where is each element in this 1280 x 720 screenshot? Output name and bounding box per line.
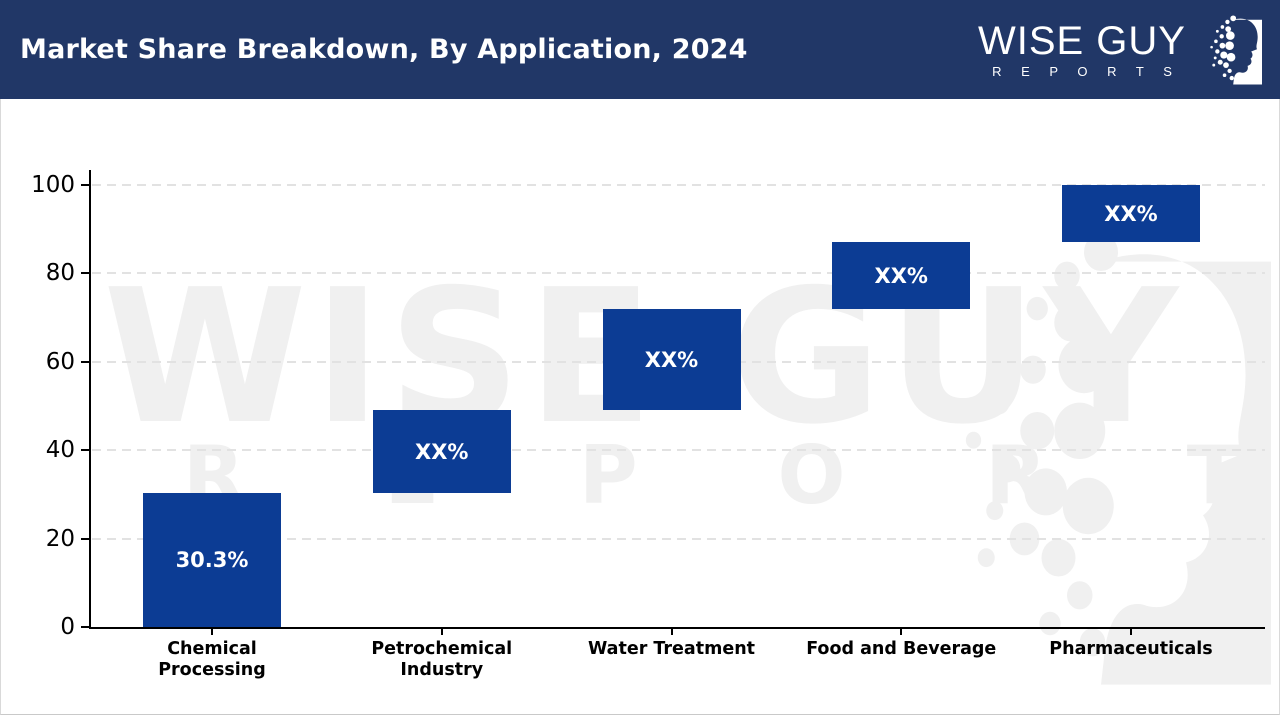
y-tick-label: 0 [60, 614, 75, 640]
x-axis-tick [211, 627, 213, 635]
bar: XX% [372, 410, 511, 494]
bar-value-label: XX% [874, 263, 928, 288]
y-axis-tick [81, 360, 89, 363]
logo-subtext: R E P O R T S [992, 63, 1180, 79]
bar-value-label: 30.3% [175, 548, 249, 573]
bar-value-label: XX% [1104, 201, 1158, 226]
bar: XX% [832, 242, 971, 309]
y-tick-label: 80 [45, 260, 75, 287]
x-axis-tick [1130, 627, 1132, 635]
y-tick-label: 100 [31, 172, 75, 198]
bar: XX% [1062, 185, 1200, 243]
page-title: Market Share Breakdown, By Application, … [20, 34, 748, 65]
y-gridline [92, 272, 1265, 275]
y-tick-label: 20 [45, 525, 75, 552]
logo-wordmark: WISE GUY [977, 18, 1186, 63]
x-tick-label: Pharmaceuticals [1049, 639, 1213, 659]
y-gridline [92, 449, 1265, 452]
watermark-head-icon [965, 233, 1271, 685]
bar: XX% [602, 308, 741, 411]
wiseguy-logo: WISE GUY R E P O R T S [978, 9, 1262, 91]
y-tick-label: 40 [45, 437, 75, 464]
y-axis-tick [81, 626, 89, 628]
x-axis-tick [440, 627, 443, 635]
x-tick-label: Water Treatment [587, 639, 756, 659]
plot-region: 0 20 40 60 80 100 Chemical Processing Petrochem… [1, 99, 1279, 714]
y-axis-tick [81, 184, 89, 186]
y-axis-tick [81, 272, 89, 275]
chart-area: WISE GUY R E P O R T S 020406080100Chemi… [0, 99, 1280, 715]
x-axis [89, 627, 1265, 629]
y-axis [89, 170, 91, 629]
y-gridline [92, 184, 1265, 186]
bar-value-label: XX% [415, 439, 469, 464]
bar-value-label: XX% [644, 347, 699, 372]
x-tick-label: Chemical Processing [158, 639, 266, 680]
header: Market Share Breakdown, By Application, … [0, 0, 1280, 99]
x-axis-tick [900, 627, 903, 635]
wiseguy-head-icon [1210, 14, 1262, 85]
bar: 30.3% [143, 493, 281, 627]
x-tick-label: Food and Beverage [806, 639, 997, 659]
y-axis-tick [81, 449, 89, 452]
x-tick-label: Petrochemical Industry [371, 639, 513, 680]
y-tick-label: 60 [45, 348, 75, 375]
y-axis-tick [81, 537, 89, 540]
wiseguy-logo-text: WISE GUY R E P O R T S [978, 21, 1186, 79]
x-axis-tick [670, 627, 673, 635]
y-gridline [92, 537, 1265, 540]
